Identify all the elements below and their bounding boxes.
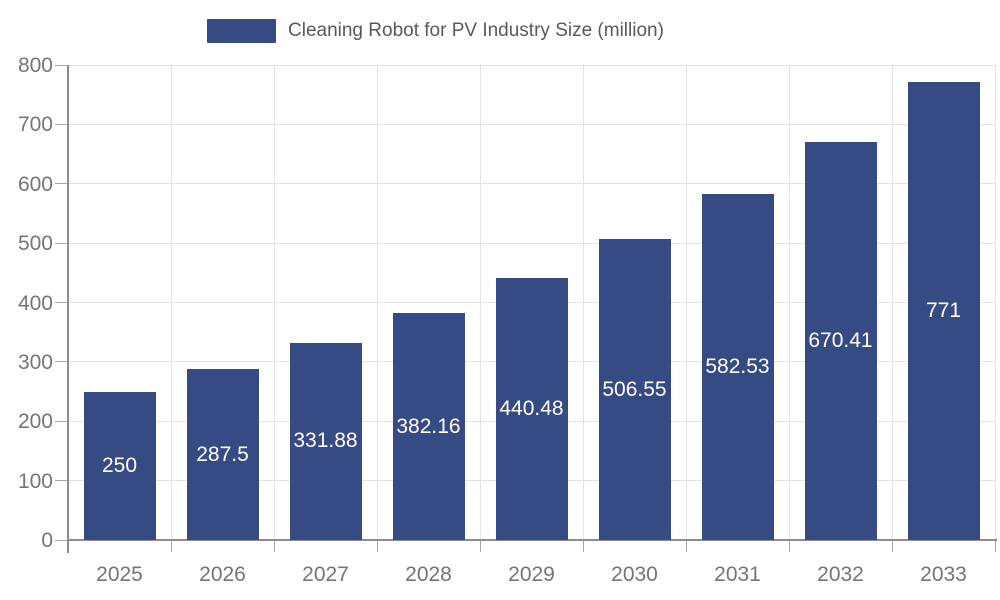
y-tick bbox=[55, 64, 68, 66]
legend-item[interactable]: Cleaning Robot for PV Industry Size (mil… bbox=[207, 19, 664, 43]
x-gridline bbox=[788, 65, 790, 540]
y-tick-label: 300 bbox=[17, 350, 53, 374]
x-tick bbox=[273, 540, 275, 552]
y-tick bbox=[55, 361, 68, 363]
bar[interactable] bbox=[598, 239, 671, 540]
x-tick bbox=[170, 540, 172, 552]
x-gridline bbox=[479, 65, 481, 540]
x-gridline bbox=[582, 65, 584, 540]
x-tick-label: 2025 bbox=[96, 563, 143, 586]
y-tick-label: 0 bbox=[41, 529, 53, 552]
y-tick bbox=[55, 123, 68, 125]
y-tick-label: 200 bbox=[17, 410, 53, 434]
x-tick-label: 2031 bbox=[714, 563, 761, 586]
legend-label: Cleaning Robot for PV Industry Size (mil… bbox=[288, 20, 664, 41]
x-gridline bbox=[376, 65, 378, 540]
x-tick-label: 2032 bbox=[817, 563, 864, 586]
x-tick bbox=[994, 540, 996, 552]
y-tick-label: 100 bbox=[17, 469, 53, 493]
y-tick bbox=[55, 242, 68, 244]
x-tick-label: 2026 bbox=[199, 563, 246, 586]
y-tick bbox=[55, 539, 68, 541]
bar[interactable] bbox=[392, 313, 465, 540]
x-tick bbox=[685, 540, 687, 552]
bar-value-label: 506.55 bbox=[602, 377, 667, 401]
bar-value-label: 250 bbox=[101, 453, 138, 477]
y-tick bbox=[55, 480, 68, 482]
bar[interactable] bbox=[83, 391, 156, 540]
x-tick bbox=[479, 540, 481, 552]
x-axis-line bbox=[68, 539, 997, 541]
bar-value-label: 331.88 bbox=[293, 429, 358, 453]
y-tick bbox=[55, 183, 68, 185]
y-tick bbox=[55, 302, 68, 303]
bar-value-label: 287.5 bbox=[196, 442, 249, 466]
bar-value-label: 670.41 bbox=[808, 328, 873, 352]
y-tick bbox=[55, 420, 68, 422]
bar[interactable] bbox=[907, 82, 980, 540]
y-tick-label: 500 bbox=[17, 232, 53, 256]
x-tick-label: 2028 bbox=[405, 563, 452, 586]
y-tick-label: 400 bbox=[17, 291, 53, 315]
x-tick bbox=[891, 540, 893, 552]
x-tick bbox=[788, 540, 790, 552]
x-tick bbox=[582, 540, 584, 552]
x-tick-label: 2033 bbox=[920, 563, 967, 586]
bar-value-label: 771 bbox=[925, 299, 962, 323]
x-gridline bbox=[685, 65, 687, 540]
x-tick-label: 2027 bbox=[302, 563, 349, 586]
bar[interactable] bbox=[495, 278, 568, 540]
y-axis-line bbox=[67, 65, 69, 553]
bar[interactable] bbox=[186, 369, 259, 540]
y-gridline bbox=[68, 64, 995, 66]
bar-value-label: 382.16 bbox=[396, 414, 461, 438]
y-tick-label: 800 bbox=[17, 54, 53, 77]
legend-swatch bbox=[207, 19, 276, 43]
y-tick-label: 600 bbox=[17, 172, 53, 196]
y-tick-label: 700 bbox=[17, 113, 53, 137]
x-tick-label: 2030 bbox=[611, 563, 658, 586]
bar-value-label: 582.53 bbox=[705, 355, 770, 379]
x-tick-label: 2029 bbox=[508, 563, 555, 586]
bar[interactable] bbox=[289, 342, 362, 540]
y-gridline bbox=[68, 123, 995, 125]
bar-value-label: 440.48 bbox=[499, 397, 564, 421]
x-gridline bbox=[273, 65, 275, 540]
x-tick bbox=[376, 540, 378, 552]
bar[interactable] bbox=[804, 141, 877, 540]
bar[interactable] bbox=[701, 194, 774, 540]
